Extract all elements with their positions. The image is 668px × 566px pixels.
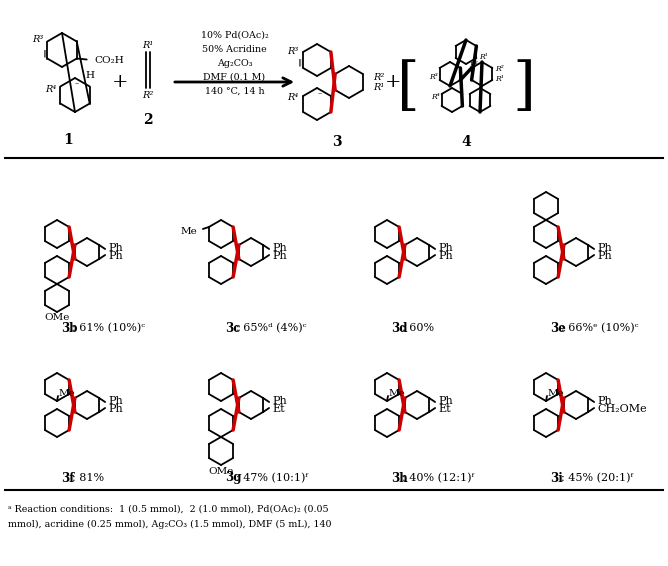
- Text: 10% Pd(OAc)₂: 10% Pd(OAc)₂: [200, 31, 269, 40]
- Text: 3i: 3i: [550, 471, 563, 484]
- Text: : 66%ᵉ (10%)ᶜ: : 66%ᵉ (10%)ᶜ: [561, 323, 639, 333]
- Text: : 81%: : 81%: [72, 473, 104, 483]
- Text: 2: 2: [143, 113, 153, 127]
- Text: Me: Me: [180, 226, 197, 235]
- Text: : 60%: : 60%: [402, 323, 434, 333]
- Text: R²: R²: [142, 91, 154, 100]
- Text: R²: R²: [469, 61, 478, 69]
- Text: Ph: Ph: [597, 396, 612, 406]
- Text: 3: 3: [332, 135, 342, 149]
- Text: Ph: Ph: [272, 243, 287, 253]
- Text: R¹: R¹: [480, 53, 488, 61]
- Text: ]: ]: [512, 59, 536, 115]
- Text: R²: R²: [496, 65, 504, 73]
- Text: Ph: Ph: [272, 396, 287, 406]
- Text: Ph: Ph: [597, 243, 612, 253]
- Text: CO₂H: CO₂H: [95, 56, 124, 65]
- Text: Ph: Ph: [597, 251, 612, 261]
- Text: : 65%ᵈ (4%)ᶜ: : 65%ᵈ (4%)ᶜ: [236, 323, 307, 333]
- Text: R³: R³: [32, 35, 43, 44]
- Text: 1: 1: [63, 133, 73, 147]
- Text: +: +: [385, 73, 401, 91]
- Text: –: –: [318, 89, 322, 97]
- Text: 3d: 3d: [391, 321, 407, 335]
- Text: R¹: R¹: [373, 83, 384, 92]
- Text: Ag₂CO₃: Ag₂CO₃: [216, 58, 253, 67]
- Text: R²: R²: [373, 72, 384, 82]
- Text: Ph: Ph: [438, 251, 453, 261]
- Text: 3f: 3f: [61, 471, 74, 484]
- Text: Ph: Ph: [108, 404, 123, 414]
- Text: ‖: ‖: [298, 59, 302, 67]
- Text: R³: R³: [287, 46, 298, 55]
- Text: DMF (0.1 M): DMF (0.1 M): [204, 72, 266, 82]
- Text: OMe: OMe: [208, 466, 234, 475]
- Text: CH₂OMe: CH₂OMe: [597, 404, 647, 414]
- Text: mmol), acridine (0.25 mmol), Ag₂CO₃ (1.5 mmol), DMF (5 mL), 140: mmol), acridine (0.25 mmol), Ag₂CO₃ (1.5…: [8, 520, 331, 529]
- Text: Ph: Ph: [108, 251, 123, 261]
- Text: R⁴: R⁴: [431, 93, 440, 101]
- Text: ‖: ‖: [43, 49, 47, 58]
- Text: Me: Me: [389, 388, 405, 397]
- Text: R⁴: R⁴: [45, 85, 56, 94]
- Text: Me: Me: [548, 388, 564, 397]
- Text: Ph: Ph: [108, 243, 123, 253]
- Text: –: –: [75, 79, 79, 87]
- Text: Et: Et: [272, 404, 285, 414]
- Text: 3e: 3e: [550, 321, 566, 335]
- Text: 140 °C, 14 h: 140 °C, 14 h: [204, 87, 265, 96]
- Text: 3b: 3b: [61, 321, 77, 335]
- Text: +: +: [112, 73, 128, 91]
- Text: : 47% (10:1)ᶠ: : 47% (10:1)ᶠ: [236, 473, 308, 483]
- Text: Ph: Ph: [108, 396, 123, 406]
- Text: : 61% (10%)ᶜ: : 61% (10%)ᶜ: [72, 323, 145, 333]
- Text: 3h: 3h: [391, 471, 407, 484]
- Text: : 45% (20:1)ᶠ: : 45% (20:1)ᶠ: [561, 473, 633, 483]
- Text: 50% Acridine: 50% Acridine: [202, 45, 267, 54]
- Text: 3g: 3g: [225, 471, 242, 484]
- Text: Ph: Ph: [438, 243, 453, 253]
- Text: [: [: [397, 59, 420, 115]
- Text: Ph: Ph: [272, 251, 287, 261]
- Text: R³: R³: [429, 73, 438, 81]
- Text: Ph: Ph: [438, 396, 453, 406]
- Text: R⁴: R⁴: [287, 92, 298, 101]
- Text: Et: Et: [438, 404, 451, 414]
- Text: R¹: R¹: [142, 41, 154, 50]
- Text: Me: Me: [59, 388, 75, 397]
- Text: 4: 4: [461, 135, 471, 149]
- Text: : 40% (12:1)ᶠ: : 40% (12:1)ᶠ: [402, 473, 474, 483]
- Text: 3c: 3c: [225, 321, 240, 335]
- Text: OMe: OMe: [44, 314, 69, 323]
- Text: R¹: R¹: [496, 75, 504, 83]
- Text: ᵃ Reaction conditions:  1 (0.5 mmol),  2 (1.0 mmol), Pd(OAc)₂ (0.05: ᵃ Reaction conditions: 1 (0.5 mmol), 2 (…: [8, 505, 329, 514]
- Text: H: H: [86, 71, 94, 79]
